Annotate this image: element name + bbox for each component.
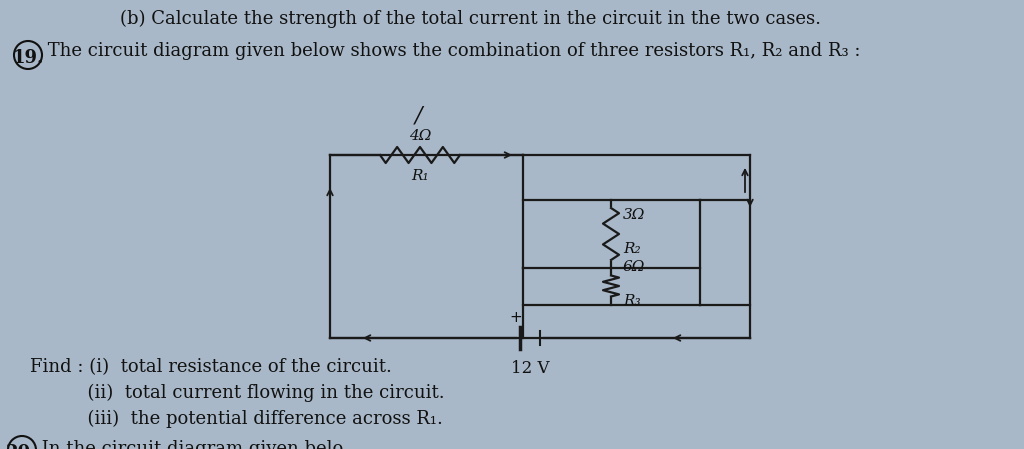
Text: 4Ω: 4Ω bbox=[409, 129, 431, 143]
Text: 3Ω: 3Ω bbox=[623, 208, 645, 222]
Text: 20.: 20. bbox=[6, 444, 38, 449]
Text: +: + bbox=[510, 310, 522, 325]
Text: R₂: R₂ bbox=[623, 242, 641, 256]
Text: In the circuit diagram given belo...: In the circuit diagram given belo... bbox=[36, 440, 360, 449]
Text: (b) Calculate the strength of the total current in the circuit in the two cases.: (b) Calculate the strength of the total … bbox=[120, 10, 821, 28]
Text: R₃: R₃ bbox=[623, 294, 641, 308]
Text: (ii)  total current flowing in the circuit.: (ii) total current flowing in the circui… bbox=[30, 384, 444, 402]
Text: /: / bbox=[415, 105, 423, 127]
Text: (iii)  the potential difference across R₁.: (iii) the potential difference across R₁… bbox=[30, 410, 442, 428]
Text: Find : (i)  total resistance of the circuit.: Find : (i) total resistance of the circu… bbox=[30, 358, 392, 376]
Text: R₁: R₁ bbox=[412, 169, 429, 183]
Text: 6Ω: 6Ω bbox=[623, 260, 645, 274]
Text: 12 V: 12 V bbox=[511, 360, 549, 377]
Text: The circuit diagram given below shows the combination of three resistors R₁, R₂ : The circuit diagram given below shows th… bbox=[42, 42, 860, 60]
Text: 19.: 19. bbox=[12, 49, 44, 67]
